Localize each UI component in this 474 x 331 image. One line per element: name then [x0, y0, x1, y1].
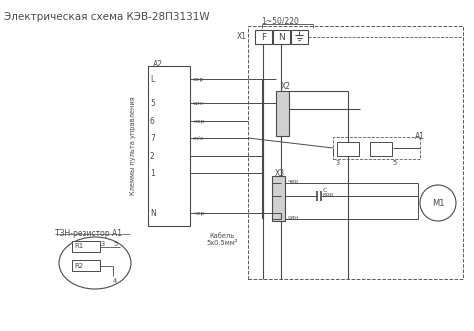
Text: R1: R1 — [74, 244, 83, 250]
Text: 1~50/220: 1~50/220 — [261, 17, 299, 25]
Text: 5: 5 — [113, 241, 117, 247]
Bar — [272, 176, 285, 221]
Text: ТЗН-резистор A1: ТЗН-резистор A1 — [55, 228, 122, 238]
Text: 5х0.5мм²: 5х0.5мм² — [206, 240, 238, 246]
Text: 5: 5 — [392, 160, 396, 166]
Text: син: син — [288, 214, 299, 219]
Text: N: N — [278, 32, 285, 41]
Text: X1: X1 — [237, 31, 247, 40]
Text: Электрическая схема КЭВ-28П3131W: Электрическая схема КЭВ-28П3131W — [4, 12, 210, 22]
Bar — [291, 30, 308, 44]
Bar — [255, 30, 272, 44]
Text: чер: чер — [288, 178, 299, 183]
Text: 3: 3 — [101, 241, 105, 247]
Text: кор: кор — [323, 192, 334, 197]
Bar — [72, 260, 100, 271]
Text: 5: 5 — [150, 99, 155, 108]
Bar — [148, 66, 190, 226]
Circle shape — [420, 185, 456, 221]
Text: A2: A2 — [153, 60, 163, 69]
Text: M1: M1 — [432, 199, 444, 208]
Text: сер: сер — [193, 76, 204, 81]
Text: N: N — [150, 209, 156, 217]
Text: чер: чер — [193, 211, 205, 215]
Text: син: син — [193, 101, 205, 106]
Bar — [333, 137, 420, 159]
Text: 6: 6 — [150, 117, 155, 125]
Text: 4: 4 — [113, 278, 117, 284]
Text: F: F — [261, 32, 266, 41]
Text: L: L — [150, 74, 154, 83]
Bar — [276, 91, 289, 136]
Text: кор: кор — [193, 118, 205, 123]
Text: 3: 3 — [336, 160, 340, 166]
Bar — [273, 30, 290, 44]
Text: A1: A1 — [415, 131, 425, 140]
Bar — [72, 241, 100, 252]
Text: R2: R2 — [74, 262, 83, 268]
Text: 1: 1 — [150, 168, 155, 177]
Bar — [248, 26, 463, 279]
Text: Кабель: Кабель — [210, 233, 235, 239]
Text: 2: 2 — [150, 152, 155, 161]
Text: C: C — [323, 187, 328, 193]
Text: 7: 7 — [150, 133, 155, 143]
Text: X3: X3 — [275, 168, 285, 177]
Text: Клеммы пульта управления: Клеммы пульта управления — [130, 97, 136, 195]
Bar — [370, 142, 392, 156]
Bar — [337, 142, 359, 156]
Text: ж/з: ж/з — [193, 135, 204, 140]
Text: X2: X2 — [281, 81, 291, 90]
